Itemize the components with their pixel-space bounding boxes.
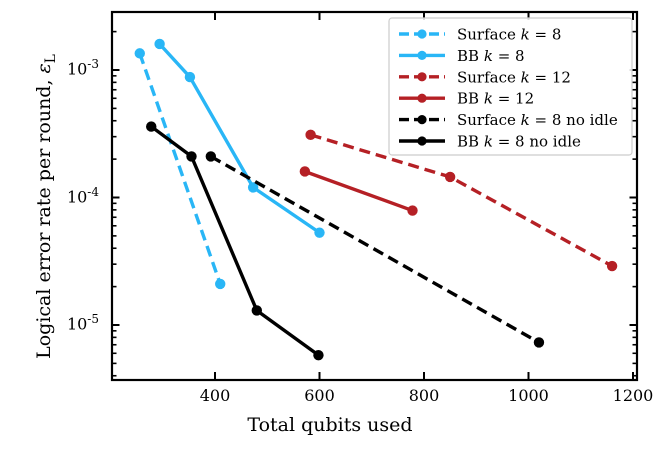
series-line [209,154,540,344]
data-point [444,171,456,183]
data-point [146,121,157,132]
y-tick-label: 10-3 [66,57,99,79]
data-point [205,151,217,162]
x-tick-label: 400 [199,386,231,405]
data-point [184,71,196,83]
x-tick-label: 1000 [508,386,549,405]
data-point [313,349,324,361]
legend-label-0: Surface k = 8 [457,26,561,44]
x-tick-label: 600 [304,386,335,405]
series-line [304,169,414,213]
legend-box: Surface k = 8 BB k = 8 Surface k = 12 BB k … [388,17,633,156]
legend-label-1: BB k = 8 [457,47,525,65]
legend-label-3: BB k = 12 [457,90,534,108]
legend-marker-3 [417,93,427,103]
legend-marker-4 [417,115,427,125]
legend-label-5: BB k = 8 no idle [457,133,581,151]
x-axis-label: Total qubits used [247,414,413,436]
series-1 [154,38,325,238]
series-3 [299,166,418,216]
data-point [215,278,226,290]
series-line [158,42,321,235]
data-point [407,205,418,216]
data-point [251,305,262,316]
y-tick-label: 10-4 [66,184,99,206]
data-point [533,337,545,348]
legend-label-2: Surface k = 12 [457,68,571,86]
y-tick-label: 10-5 [66,312,99,334]
legend-marker-1 [417,50,427,61]
data-point [314,227,325,238]
data-point [299,166,311,177]
series-4 [205,151,545,348]
legend-label-4: Surface k = 8 no idle [457,111,618,129]
legend-marker-5 [417,136,427,146]
data-point [247,182,259,193]
data-point [134,48,145,59]
series-line [150,125,320,357]
data-point [186,151,197,162]
series-5 [146,121,324,361]
data-point [305,129,316,141]
series-line [138,52,222,285]
x-axis-ticks [214,12,634,380]
series-2 [305,129,618,272]
legend-marker-2 [417,72,427,82]
x-tick-label: 1200 [612,386,654,405]
series-0 [134,48,226,290]
legend-marker-0 [417,29,427,39]
legend-frame [388,17,633,156]
data-point [606,260,618,272]
data-point [154,38,165,50]
x-tick-label: 800 [408,386,440,405]
data-series-layer [134,38,618,361]
